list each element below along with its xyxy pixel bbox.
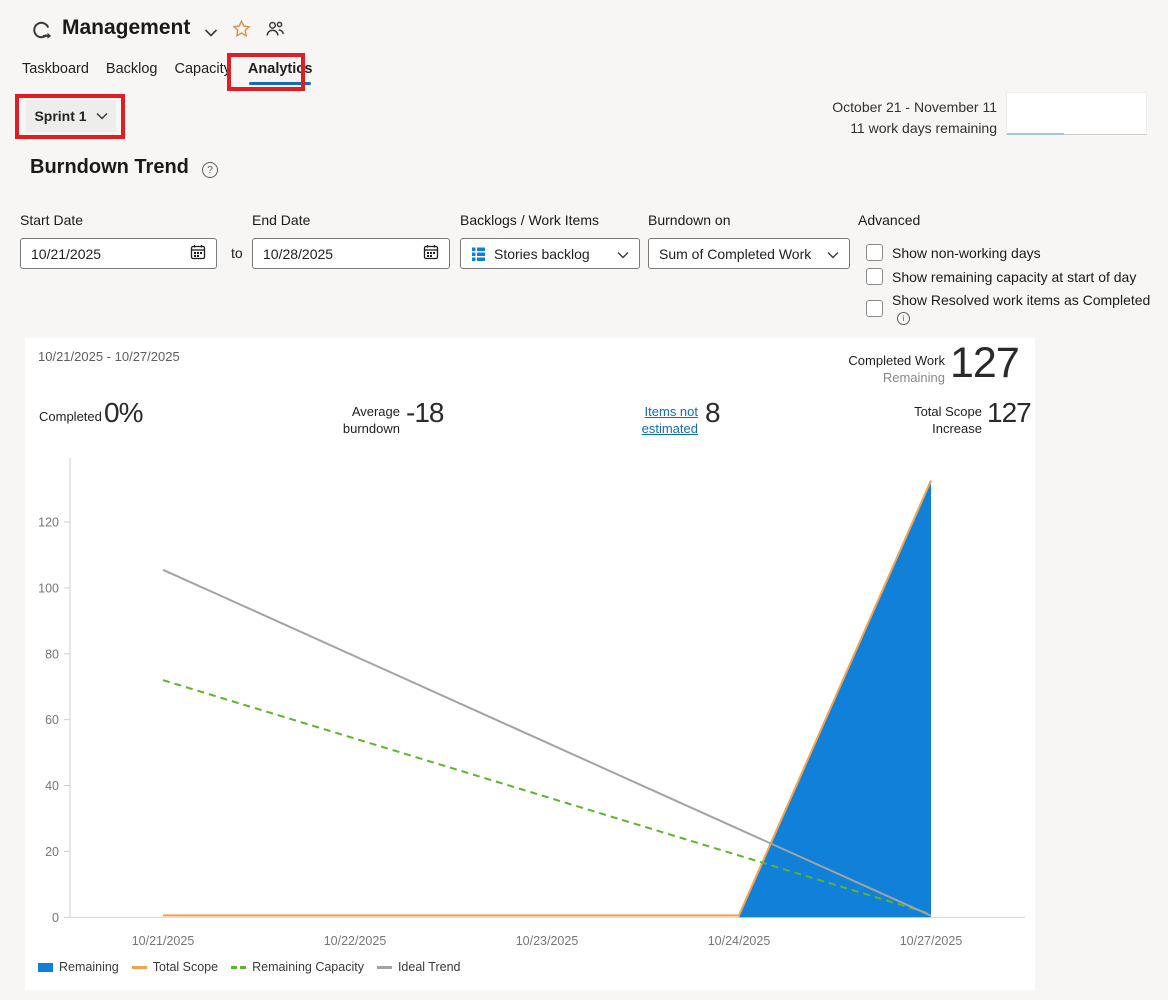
- tab-analytics[interactable]: Analytics: [248, 61, 312, 85]
- advanced-option-row: Show remaining capacity at start of day: [866, 268, 1136, 285]
- legend-label: Remaining: [59, 960, 119, 974]
- checkbox-resolved-as-completed[interactable]: [866, 299, 883, 317]
- legend-item-remaining[interactable]: Remaining: [38, 960, 119, 974]
- end-date-label: End Date: [252, 212, 311, 228]
- end-date-input[interactable]: [252, 238, 450, 269]
- checkbox-label: Show remaining capacity at start of day: [892, 268, 1137, 285]
- team-members-icon[interactable]: [265, 20, 285, 43]
- chevron-down-icon: [827, 246, 839, 262]
- x-axis-tick-label: 10/21/2025: [132, 934, 195, 948]
- advanced-option-row: Show Resolved work items as Completedi: [866, 292, 1168, 325]
- tab-capacity[interactable]: Capacity: [174, 61, 231, 77]
- legend-swatch: [131, 965, 147, 969]
- stat-completed-work-value: 127: [950, 339, 1020, 387]
- y-axis-tick-label: 0: [52, 911, 59, 925]
- help-icon[interactable]: ?: [202, 162, 218, 178]
- y-axis-tick-label: 120: [38, 516, 59, 530]
- burndown-on-label: Burndown on: [648, 212, 731, 228]
- y-axis-tick-label: 40: [45, 779, 59, 793]
- start-date-value[interactable]: [31, 245, 190, 262]
- checkbox-non-working-days[interactable]: [866, 244, 883, 261]
- advanced-option-row: Show non-working days: [866, 244, 1041, 261]
- x-axis-tick-label: 10/22/2025: [324, 934, 387, 948]
- stat-completed-label: Completed: [39, 409, 102, 424]
- favorite-star-icon[interactable]: [232, 19, 251, 43]
- legend-label: Ideal Trend: [397, 960, 461, 974]
- stat-average-burndown-label: Average burndown: [342, 404, 400, 436]
- stat-completed-value: 0%: [104, 397, 143, 428]
- team-title[interactable]: Management: [62, 16, 191, 39]
- page-title: Burndown Trend: [30, 156, 189, 178]
- stat-items-not-estimated-value: 8: [705, 397, 721, 428]
- y-axis-tick-label: 100: [38, 581, 59, 595]
- y-axis-tick-label: 80: [45, 647, 59, 661]
- legend-swatch: [231, 965, 247, 969]
- checkbox-label: Show non-working days: [892, 244, 1041, 261]
- info-icon[interactable]: i: [897, 311, 910, 325]
- tab-backlog[interactable]: Backlog: [105, 61, 158, 77]
- stat-total-scope-value: 127: [987, 397, 1032, 428]
- to-label: to: [231, 245, 243, 261]
- burndown-on-dropdown[interactable]: Sum of Completed Work: [648, 238, 850, 269]
- calendar-icon[interactable]: [423, 244, 439, 263]
- series-line-remaining-capacity: [162, 679, 932, 915]
- iteration-date-range: October 21 - November 11: [832, 99, 997, 115]
- legend-swatch: [38, 962, 53, 972]
- advanced-label: Advanced: [858, 212, 921, 228]
- iteration-days-remaining: 11 work days remaining: [850, 120, 997, 136]
- backlogs-dropdown[interactable]: Stories backlog: [460, 238, 640, 269]
- chevron-down-icon[interactable]: [204, 25, 218, 43]
- checkbox-remaining-capacity[interactable]: [866, 268, 883, 285]
- input-focus-underline: [1007, 133, 1064, 135]
- tab-taskboard[interactable]: Taskboard: [22, 61, 89, 77]
- start-date-input[interactable]: [20, 238, 217, 269]
- tab-bar: Taskboard Backlog Capacity Analytics: [22, 61, 312, 85]
- legend-label: Remaining Capacity: [252, 960, 364, 974]
- x-axis-tick-label: 10/23/2025: [516, 934, 579, 948]
- y-axis-tick-label: 20: [45, 845, 59, 859]
- series-line-total-scope: [163, 480, 932, 917]
- end-date-value[interactable]: [263, 245, 423, 262]
- legend-item-remaining-capacity[interactable]: Remaining Capacity: [231, 960, 364, 974]
- sprint-selector-button[interactable]: Sprint 1: [26, 100, 116, 132]
- stat-completed-work-label: Completed Work Remaining: [848, 353, 945, 385]
- chevron-down-icon: [96, 112, 108, 120]
- backlogs-value: Stories backlog: [494, 245, 590, 262]
- backlog-icon: [471, 246, 486, 261]
- legend-item-total-scope[interactable]: Total Scope: [131, 960, 219, 974]
- iteration-info: October 21 - November 11 11 work days re…: [832, 97, 997, 139]
- chart-date-range: 10/21/2025 - 10/27/2025: [38, 349, 180, 364]
- legend-swatch: [376, 965, 392, 969]
- x-axis-tick-label: 10/24/2025: [708, 934, 771, 948]
- stat-total-scope-label: Total Scope Increase: [914, 404, 982, 436]
- series-line-ideal-trend: [162, 568, 932, 917]
- burndown-on-value: Sum of Completed Work: [659, 245, 812, 262]
- sprint-icon: [30, 19, 53, 47]
- chart-legend: Remaining Total Scope Remaining Capacity Id…: [38, 960, 461, 974]
- burndown-chart[interactable]: 0 20 40 60 80 100 120 10/21/2025 10/22/2025 10/23…: [25, 456, 1035, 956]
- backlogs-label: Backlogs / Work Items: [460, 212, 600, 228]
- items-not-estimated-link[interactable]: Items not estimated: [641, 404, 698, 436]
- legend-label: Total Scope: [152, 960, 219, 974]
- stat-average-burndown-value: -18: [406, 397, 444, 428]
- blank-input-box[interactable]: [1006, 92, 1147, 135]
- burndown-chart-card: 10/21/2025 - 10/27/2025 Completed Work R…: [25, 338, 1035, 990]
- x-axis-tick-label: 10/27/2025: [900, 934, 963, 948]
- active-tab-underline: [248, 82, 312, 85]
- checkbox-label: Show Resolved work items as Completedi: [892, 292, 1151, 325]
- y-axis-tick-label: 60: [45, 713, 59, 727]
- sprint-selector-label: Sprint 1: [34, 108, 87, 124]
- chevron-down-icon: [617, 246, 629, 262]
- start-date-label: Start Date: [20, 212, 84, 228]
- calendar-icon[interactable]: [190, 244, 206, 263]
- legend-item-ideal-trend[interactable]: Ideal Trend: [376, 960, 461, 974]
